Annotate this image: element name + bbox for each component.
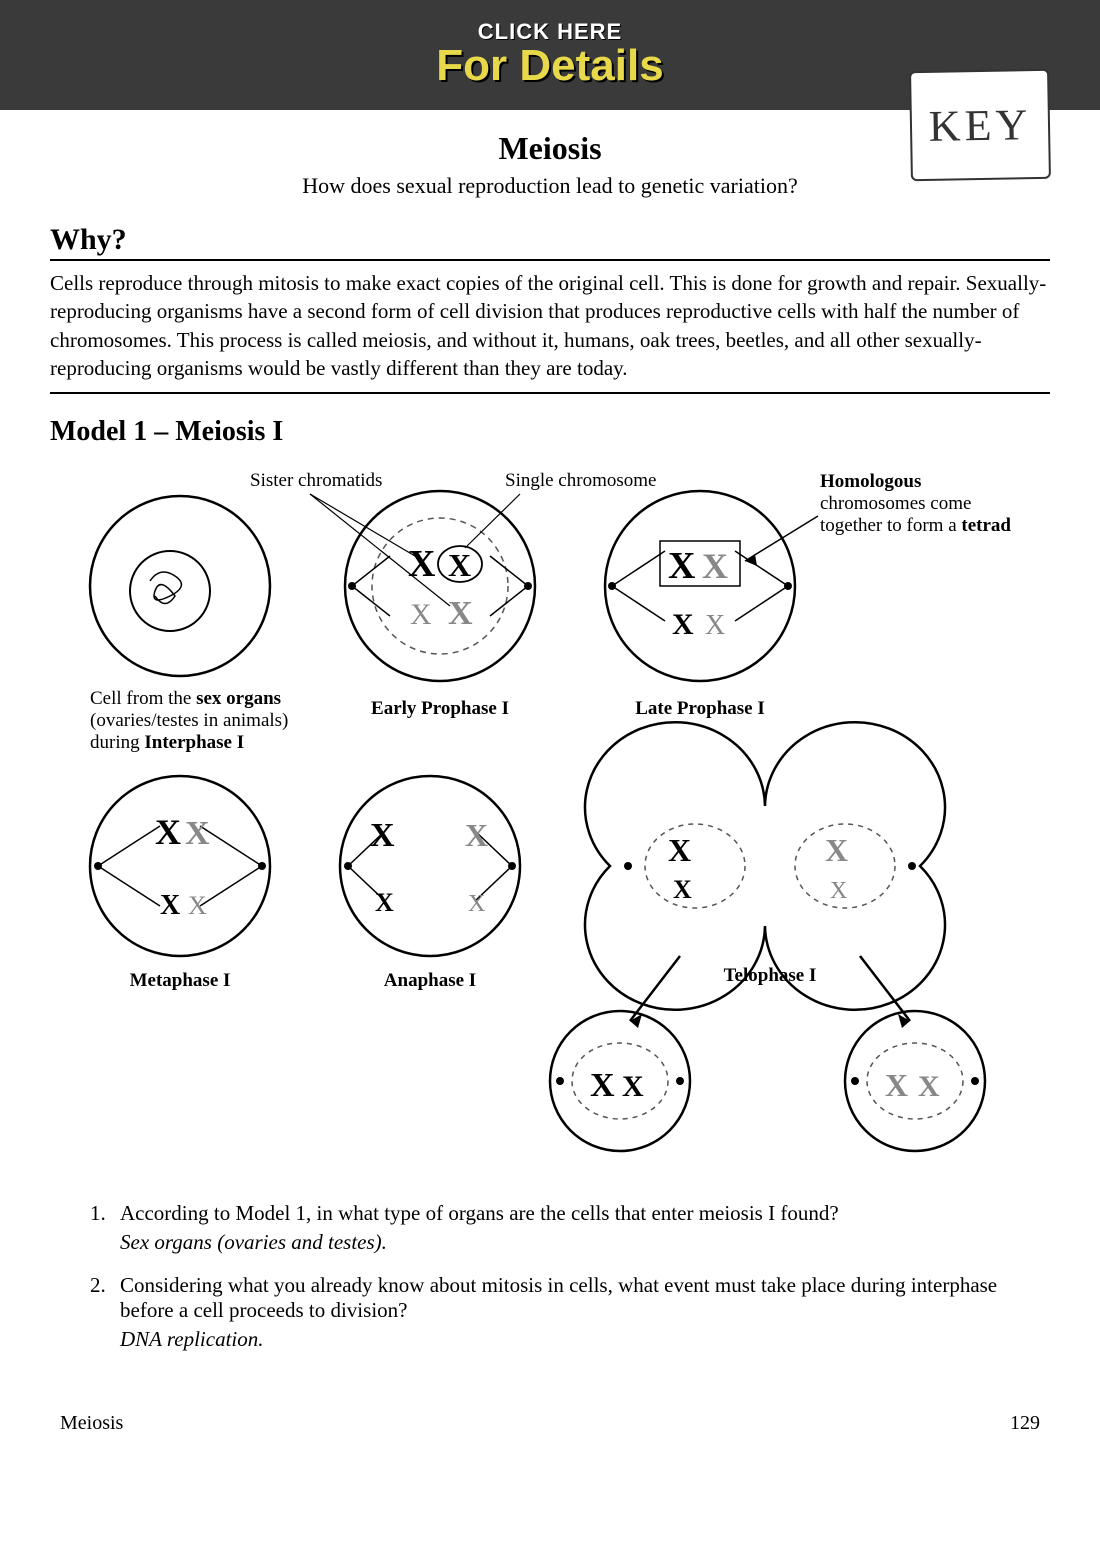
svg-text:X: X [590,1067,615,1104]
q2-text: Considering what you already know about … [120,1273,1050,1323]
svg-text:X: X [408,543,435,585]
svg-text:X: X [673,875,692,904]
caption-interphase: Cell from the sex organs (ovaries/testes… [90,688,300,754]
svg-text:X: X [668,832,691,868]
svg-text:X: X [188,891,207,920]
svg-text:X: X [622,1070,644,1103]
cell-anaphase: X X X X [340,776,520,956]
model-heading: Model 1 – Meiosis I [50,416,1050,448]
q1-text: According to Model 1, in what type of or… [120,1201,1050,1226]
svg-text:X: X [160,890,180,921]
label-sister-chromatids: Sister chromatids [250,470,382,491]
footer-left: Meiosis [60,1412,123,1435]
svg-text:X: X [830,878,847,904]
page-footer: Meiosis 129 [50,1412,1050,1435]
svg-text:X: X [825,832,848,868]
caption-telophase: Telophase I [724,965,817,986]
cell-early-prophase: X X X X [345,491,535,681]
meiosis-diagram: X X X X Sister chromatids Single chromos… [50,466,1050,1166]
question-1: 1. According to Model 1, in what type of… [90,1201,1050,1255]
page-title: Meiosis [50,130,1050,167]
footer-right: 129 [1010,1412,1040,1435]
banner-bottom-text: For Details [436,41,663,91]
caption-anaphase: Anaphase I [384,970,476,991]
question-2: 2. Considering what you already know abo… [90,1273,1050,1352]
why-text: Cells reproduce through mitosis to make … [50,269,1050,394]
daughter-cell-left: X X [550,1011,690,1151]
svg-text:X: X [410,598,432,631]
svg-text:X: X [370,817,395,854]
svg-text:X: X [918,1070,940,1103]
label-homologous: Homologous chromosomes come together to … [820,471,1030,537]
label-single-chromosome: Single chromosome [505,470,656,491]
worksheet-page: KEY Meiosis How does sexual reproduction… [0,110,1100,1475]
caption-early-prophase: Early Prophase I [371,698,509,719]
svg-text:X: X [668,545,695,587]
svg-text:X: X [448,547,471,583]
why-heading: Why? [50,223,1050,261]
svg-text:X: X [155,812,181,852]
q1-number: 1. [90,1201,120,1255]
svg-text:X: X [672,608,694,641]
page-subtitle: How does sexual reproduction lead to gen… [50,173,1050,199]
daughter-cell-right: X X [845,1011,985,1151]
svg-text:X: X [375,888,394,917]
cell-interphase [90,496,270,676]
q1-answer: Sex organs (ovaries and testes). [120,1230,1050,1255]
svg-text:X: X [468,891,485,917]
caption-late-prophase: Late Prophase I [635,698,764,719]
q2-number: 2. [90,1273,120,1352]
svg-text:X: X [185,815,210,852]
svg-text:X: X [448,595,473,632]
caption-metaphase: Metaphase I [130,970,231,991]
svg-text:X: X [465,817,488,853]
svg-text:X: X [885,1067,908,1103]
q2-answer: DNA replication. [120,1327,1050,1352]
key-annotation: KEY [909,69,1051,181]
cell-late-prophase: X X X X [605,491,795,681]
svg-text:X: X [705,610,725,641]
svg-text:X: X [702,546,728,586]
cell-metaphase: X X X X [90,776,270,956]
questions-list: 1. According to Model 1, in what type of… [50,1201,1050,1352]
